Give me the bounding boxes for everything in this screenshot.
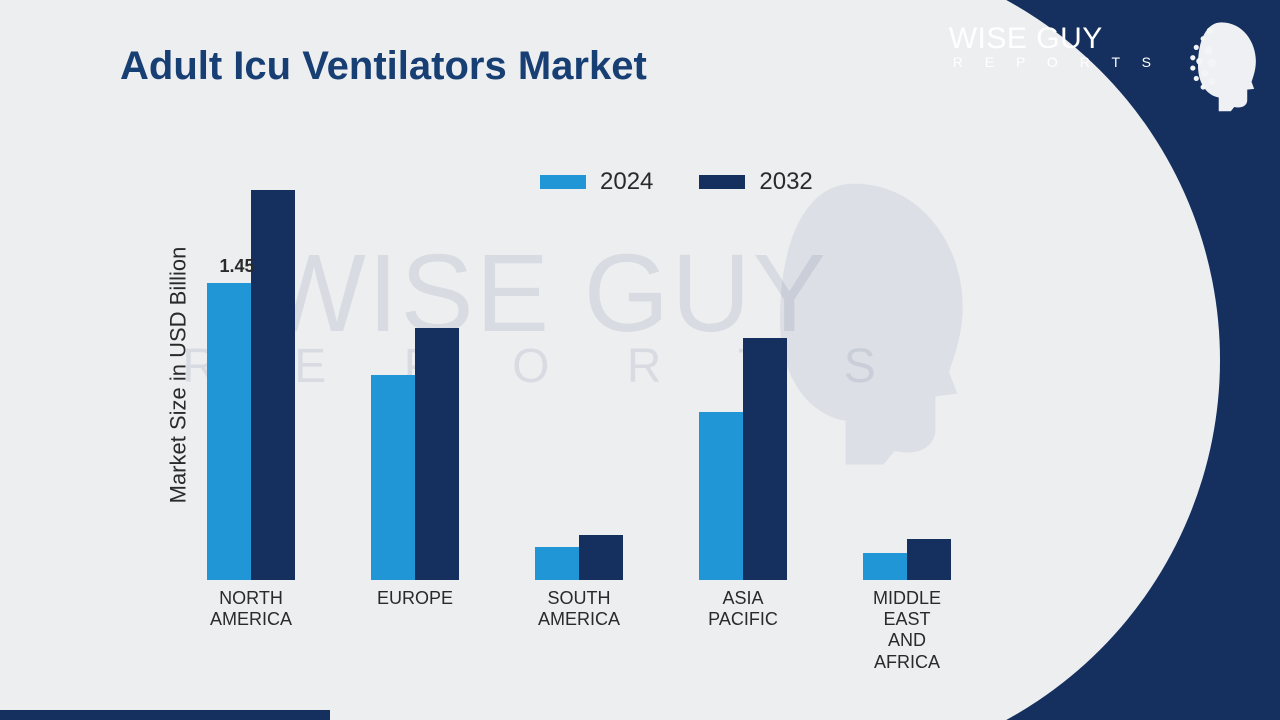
bar-value-label: 1.45 [172,256,302,277]
logo-text-1: WISE GUY [949,22,1160,56]
brand-logo: WISE GUY R E P O R T S [949,22,1160,70]
category-label: SOUTH AMERICA [504,588,654,630]
bar-pair [863,539,951,580]
logo-text-2: R E P O R T S [949,54,1160,70]
plot-area: 1.45NORTH AMERICAEUROPESOUTH AMERICAASIA… [138,170,928,580]
bar-2024 [207,283,251,580]
bar-pair [371,328,459,580]
canvas: WISE GUY R E P O R T S Adult Icu Ventila… [0,0,1280,720]
bar-2032 [743,338,787,580]
bar-2024 [535,547,579,580]
bar-chart: Market Size in USD Billion 1.45NORTH AME… [98,170,928,580]
category-label: NORTH AMERICA [176,588,326,630]
bar-2024 [699,412,743,580]
bar-2032 [251,190,295,580]
bar-2024 [863,553,907,580]
bar-pair [535,535,623,580]
category-label: ASIA PACIFIC [668,588,818,630]
bar-pair [207,190,295,580]
bar-2032 [415,328,459,580]
bar-2024 [371,375,415,580]
chart-title: Adult Icu Ventilators Market [120,44,647,89]
bar-2032 [907,539,951,580]
bar-2032 [579,535,623,580]
category-label: EUROPE [340,588,490,609]
bottom-accent-bar [0,710,330,720]
logo-head-icon [1172,18,1262,113]
bar-pair [699,338,787,580]
category-label: MIDDLE EAST AND AFRICA [832,588,982,673]
